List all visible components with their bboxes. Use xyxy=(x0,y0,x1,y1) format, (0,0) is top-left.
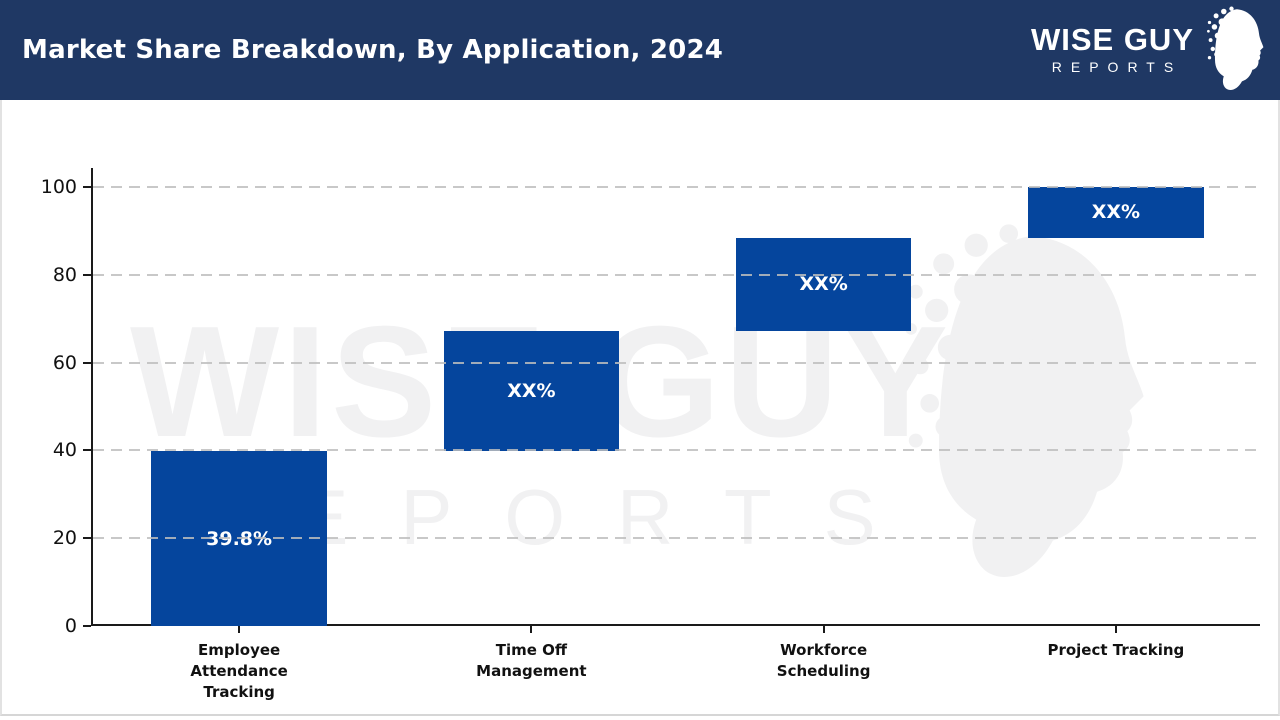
chart-area: WISE GUY REPORTS 0 20 40 60 80 100 39.8% Employ… xyxy=(0,100,1280,716)
x-axis-category-label-line: Workforce xyxy=(780,641,868,659)
x-axis-category-label: Workforce Scheduling xyxy=(777,640,871,682)
brand-logo-name: WISE GUY xyxy=(1030,22,1194,57)
y-axis-tick-label: 60 xyxy=(52,351,77,374)
x-axis-category-label-line: Management xyxy=(476,662,587,680)
y-axis-tick xyxy=(83,625,91,627)
y-axis-tick xyxy=(83,186,91,188)
bar-project-tracking: XX% xyxy=(1028,187,1204,238)
x-axis-tick xyxy=(822,626,825,633)
brand-logo-subname: REPORTS xyxy=(1051,59,1183,75)
y-axis-tick xyxy=(83,361,91,364)
x-axis-category-label-line: Time Off xyxy=(495,641,568,659)
gridline xyxy=(93,449,1262,452)
wiseguy-face-icon xyxy=(1207,6,1264,90)
x-axis-category-label: Project Tracking xyxy=(1047,640,1184,661)
x-axis-tick xyxy=(238,626,241,633)
gridline xyxy=(93,537,1262,540)
x-axis-category-label-line: Employee xyxy=(198,641,281,659)
x-axis-tick xyxy=(530,626,533,633)
bar-value-label: XX% xyxy=(507,380,556,403)
gridline xyxy=(93,361,1262,364)
bar-time-off-management: XX% xyxy=(443,330,620,452)
x-axis-tick xyxy=(1114,626,1117,633)
page-title: Market Share Breakdown, By Application, … xyxy=(22,35,724,65)
brand-logo: WISE GUY REPORTS xyxy=(1030,22,1194,76)
y-axis-tick-label: 100 xyxy=(40,176,77,198)
x-axis-category-label-line: Tracking xyxy=(203,683,275,701)
y-axis-tick-label: 80 xyxy=(52,263,77,286)
y-axis-tick xyxy=(83,273,91,276)
watermark-face-icon xyxy=(905,224,1144,577)
gridline xyxy=(93,273,1262,276)
x-axis-category-label-line: Project Tracking xyxy=(1047,641,1185,659)
y-axis-tick xyxy=(83,449,91,452)
bar-value-label: XX% xyxy=(799,273,848,296)
bar-workforce-scheduling: XX% xyxy=(735,237,912,331)
x-axis-category-label-line: Attendance xyxy=(190,662,288,680)
y-axis-tick-label: 20 xyxy=(52,527,77,550)
bar-value-label: XX% xyxy=(1091,201,1141,224)
y-axis-tick-label: 40 xyxy=(52,439,77,462)
plot-area: 0 20 40 60 80 100 39.8% Employee Attendance Track… xyxy=(41,168,1262,701)
header: Market Share Breakdown, By Application, … xyxy=(0,0,1280,100)
y-axis-tick-label: 0 xyxy=(64,615,77,637)
x-axis-category-label: Employee Attendance Tracking xyxy=(190,640,287,703)
x-axis-category-label-line: Scheduling xyxy=(776,662,871,680)
y-axis-tick xyxy=(83,537,91,540)
x-axis-category-label: Time Off Management xyxy=(476,640,586,682)
gridline xyxy=(93,186,1262,188)
